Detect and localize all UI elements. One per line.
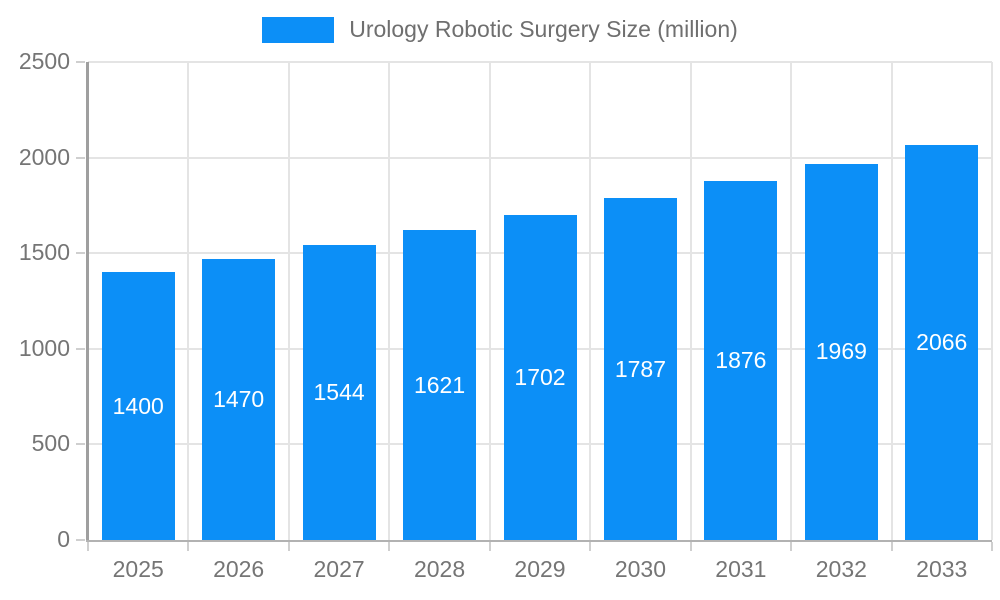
bar[interactable]: 1702 xyxy=(503,214,577,540)
y-axis-tick-label: 500 xyxy=(31,430,70,457)
gridline-vertical xyxy=(890,62,893,540)
bar-value-label: 1470 xyxy=(213,385,265,412)
x-axis-tick xyxy=(488,542,491,551)
bar-value-label: 2066 xyxy=(916,328,968,355)
x-axis-line xyxy=(86,540,992,542)
y-axis-tick-label: 2000 xyxy=(18,143,70,170)
x-axis-tick xyxy=(790,542,793,551)
x-axis-category-label: 2027 xyxy=(313,556,365,582)
x-axis-category-label: 2030 xyxy=(614,556,667,582)
gridline-vertical xyxy=(589,62,592,540)
y-axis-line xyxy=(86,62,89,540)
x-axis-category-label: 2032 xyxy=(815,556,867,582)
y-axis-tick xyxy=(76,156,85,159)
x-axis-category-label: 2029 xyxy=(514,556,566,582)
x-axis-category-label: 2033 xyxy=(916,556,968,582)
x-axis-tick xyxy=(87,542,89,551)
gridline-horizontal xyxy=(88,156,992,159)
y-axis-tick xyxy=(76,443,85,446)
x-axis-category-label: 2028 xyxy=(413,556,466,582)
bar-value-label: 1400 xyxy=(112,392,164,419)
y-axis-tick-label: 1000 xyxy=(18,334,70,361)
bar-value-label: 1787 xyxy=(614,355,667,382)
y-axis-tick xyxy=(76,347,85,350)
x-axis-tick xyxy=(991,542,993,551)
x-axis-category-label: 2025 xyxy=(112,556,164,582)
gridline-vertical xyxy=(689,62,692,540)
gridline-vertical xyxy=(187,62,190,540)
legend-swatch-icon xyxy=(262,16,335,43)
gridline-horizontal xyxy=(88,61,992,63)
legend-label: Urology Robotic Surgery Size (million) xyxy=(349,16,738,42)
x-axis-tick xyxy=(287,542,290,551)
plot-area: 0 500 1000 1500 2000 2500 1400 1470 1544 1621 1702… xyxy=(19,50,993,582)
x-axis-category-label: 2026 xyxy=(213,556,265,582)
gridline-vertical xyxy=(991,62,993,540)
bar-value-label: 1876 xyxy=(715,347,767,374)
bar[interactable]: 1621 xyxy=(403,230,477,540)
gridline-vertical xyxy=(488,62,491,540)
y-axis-tick-label: 1500 xyxy=(18,239,70,266)
bar[interactable]: 1544 xyxy=(302,244,376,540)
y-axis-tick xyxy=(76,61,85,63)
y-axis-tick-label: 2500 xyxy=(18,48,70,74)
x-axis-tick xyxy=(187,542,190,551)
bar-value-label: 1544 xyxy=(313,378,365,405)
bar-value-label: 1969 xyxy=(815,338,867,365)
x-axis-tick xyxy=(388,542,391,551)
bar[interactable]: 1876 xyxy=(704,181,778,540)
gridline-vertical xyxy=(790,62,793,540)
x-axis-tick xyxy=(689,542,692,551)
gridline-vertical xyxy=(287,62,290,540)
y-axis-tick xyxy=(76,252,85,255)
y-axis-tick-label: 0 xyxy=(57,526,70,552)
bar[interactable]: 1400 xyxy=(101,272,175,540)
bar-value-label: 1621 xyxy=(413,371,466,398)
bar[interactable]: 1969 xyxy=(804,163,878,540)
x-axis-tick xyxy=(890,542,893,551)
x-axis-tick xyxy=(589,542,592,551)
bar[interactable]: 2066 xyxy=(905,144,979,540)
bar[interactable]: 1470 xyxy=(202,258,276,540)
bar[interactable]: 1787 xyxy=(603,198,677,540)
bar-value-label: 1702 xyxy=(514,363,566,390)
y-axis-tick xyxy=(76,539,85,541)
x-axis-category-label: 2031 xyxy=(715,556,767,582)
gridline-vertical xyxy=(388,62,391,540)
chart-legend[interactable]: Urology Robotic Surgery Size (million) xyxy=(0,16,1000,43)
